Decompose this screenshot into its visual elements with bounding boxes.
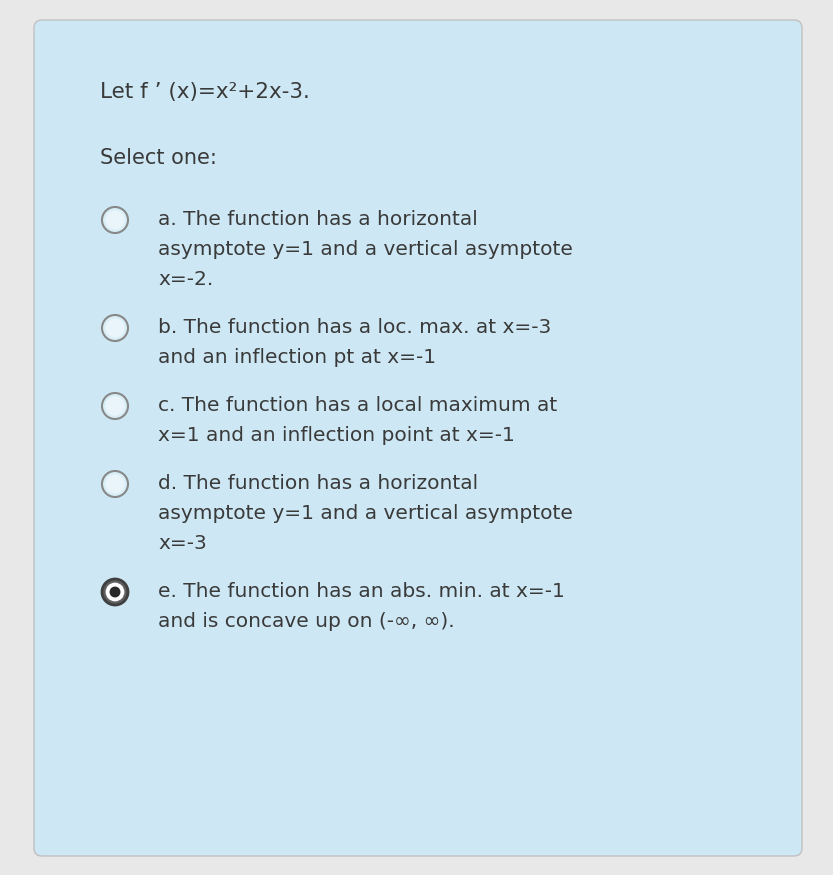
Circle shape bbox=[110, 586, 121, 598]
Text: Let f ’ (x)=x²+2x-3.: Let f ’ (x)=x²+2x-3. bbox=[100, 82, 310, 102]
Text: d. The function has a horizontal: d. The function has a horizontal bbox=[158, 474, 478, 493]
Text: asymptote y=1 and a vertical asymptote: asymptote y=1 and a vertical asymptote bbox=[158, 504, 573, 523]
Text: c. The function has a local maximum at: c. The function has a local maximum at bbox=[158, 396, 557, 415]
Circle shape bbox=[105, 474, 125, 494]
Text: x=-2.: x=-2. bbox=[158, 270, 213, 289]
Circle shape bbox=[102, 579, 128, 605]
Text: and is concave up on (-∞, ∞).: and is concave up on (-∞, ∞). bbox=[158, 612, 455, 631]
Circle shape bbox=[102, 207, 128, 233]
Circle shape bbox=[102, 471, 128, 497]
Circle shape bbox=[105, 210, 125, 230]
Text: and an inflection pt at x=-1: and an inflection pt at x=-1 bbox=[158, 348, 436, 367]
Circle shape bbox=[102, 315, 128, 341]
Text: x=-3: x=-3 bbox=[158, 534, 207, 553]
FancyBboxPatch shape bbox=[34, 20, 802, 856]
Circle shape bbox=[102, 393, 128, 419]
Text: a. The function has a horizontal: a. The function has a horizontal bbox=[158, 210, 478, 229]
Text: asymptote y=1 and a vertical asymptote: asymptote y=1 and a vertical asymptote bbox=[158, 240, 573, 259]
Text: e. The function has an abs. min. at x=-1: e. The function has an abs. min. at x=-1 bbox=[158, 582, 565, 601]
Circle shape bbox=[105, 318, 125, 338]
Circle shape bbox=[105, 396, 125, 416]
Text: Select one:: Select one: bbox=[100, 148, 217, 168]
Circle shape bbox=[106, 583, 124, 601]
Text: x=1 and an inflection point at x=-1: x=1 and an inflection point at x=-1 bbox=[158, 426, 515, 445]
Text: b. The function has a loc. max. at x=-3: b. The function has a loc. max. at x=-3 bbox=[158, 318, 551, 337]
